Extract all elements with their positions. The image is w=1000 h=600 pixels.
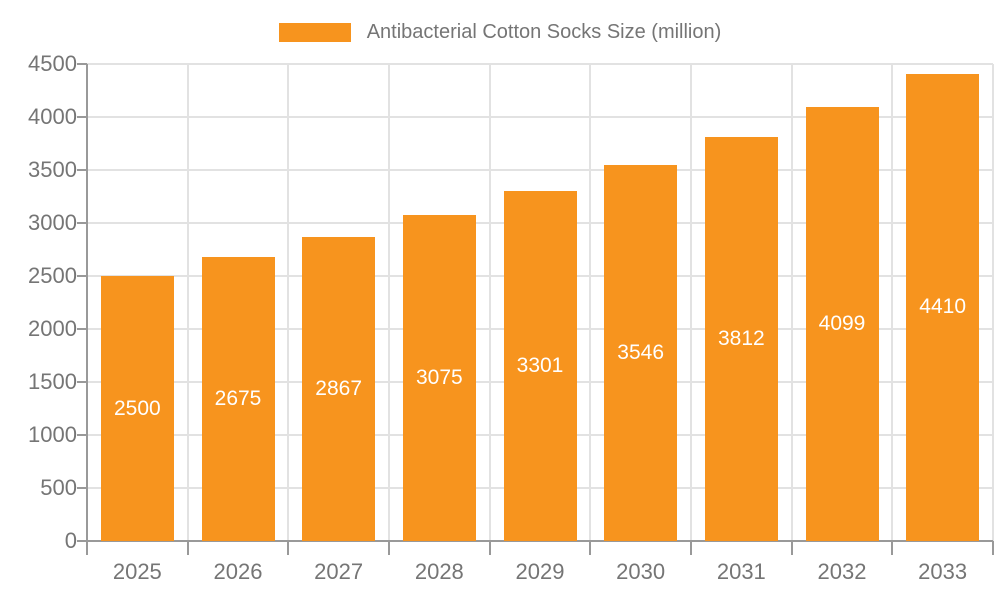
bar-value-label: 3075 [415,366,463,390]
x-axis-tick-label: 2033 [918,559,968,584]
legend[interactable]: Antibacterial Cotton Socks Size (million… [0,18,1000,46]
x-gridline [891,64,894,541]
x-gridline [287,64,290,541]
bar-2028[interactable] [402,215,476,541]
x-axis-tick [690,541,692,555]
y-gridline [87,169,993,171]
x-axis-tick-label: 2025 [112,559,162,584]
x-gridline [690,64,692,541]
y-axis-tick-label: 4500 [28,51,77,76]
bar-value-label: 4099 [818,311,866,335]
x-axis-tick [790,541,793,555]
bar-value-label: 3546 [617,341,665,365]
y-axis-tick [77,328,87,330]
x-axis-tick [992,541,994,555]
x-axis-tick-label: 2027 [314,559,364,584]
x-gridline [992,64,994,541]
y-axis-tick [77,116,87,118]
y-gridline [87,116,993,118]
bar-value-label: 2675 [214,387,262,411]
bar-value-label: 2500 [113,396,161,420]
y-gridline [87,63,993,65]
x-axis-tick [186,541,189,555]
bar-2025[interactable] [100,276,174,541]
x-axis-tick-label: 2026 [213,559,263,584]
x-axis-tick [488,541,491,555]
y-axis-tick-label: 3500 [28,157,77,182]
bar-value-label: 3301 [516,354,564,378]
x-axis-tick-label: 2031 [716,559,766,584]
x-axis-line [87,540,993,542]
bar-2029[interactable] [503,191,577,541]
bar-2031[interactable] [704,136,778,541]
y-axis-tick [77,169,87,171]
y-axis-line [86,64,88,555]
bar-value-label: 4410 [919,295,967,319]
y-axis-tick-label: 1000 [28,422,77,447]
bar-2026[interactable] [201,257,275,541]
y-axis-tick [77,275,87,277]
x-axis-tick-label: 2030 [616,559,666,584]
y-axis-tick [77,540,87,542]
x-gridline [790,64,793,541]
bar-value-label: 3812 [717,326,765,350]
x-axis-tick [891,541,894,555]
legend-label: Antibacterial Cotton Socks Size (million… [366,20,722,43]
x-axis-tick [589,541,592,555]
x-axis-tick [287,541,290,555]
y-axis-tick [77,63,87,65]
y-axis-tick-label: 1500 [28,369,77,394]
y-axis-tick-label: 2500 [28,263,77,288]
y-axis-tick [77,434,87,436]
y-axis-tick [77,381,87,383]
y-axis-tick-label: 3000 [28,210,77,235]
x-gridline [186,64,189,541]
bar-2033[interactable] [906,73,980,541]
bar-2030[interactable] [604,165,678,541]
bar-value-label: 2867 [315,377,363,401]
y-axis-tick [77,487,87,489]
y-axis-tick-label: 4000 [28,104,77,129]
x-gridline [388,64,390,541]
x-gridline [488,64,491,541]
x-axis-tick-label: 2028 [414,559,464,584]
y-axis-tick-label: 0 [64,528,77,553]
bar-2027[interactable] [302,237,376,541]
y-axis-tick-label: 500 [40,475,77,500]
x-axis-tick-label: 2032 [817,559,867,584]
legend-swatch-icon [278,22,351,42]
x-gridline [589,64,592,541]
x-axis-tick [388,541,390,555]
y-axis-tick-label: 2000 [28,316,77,341]
x-axis-tick-label: 2029 [515,559,565,584]
y-axis-tick [77,222,87,224]
bar-2032[interactable] [805,106,879,541]
